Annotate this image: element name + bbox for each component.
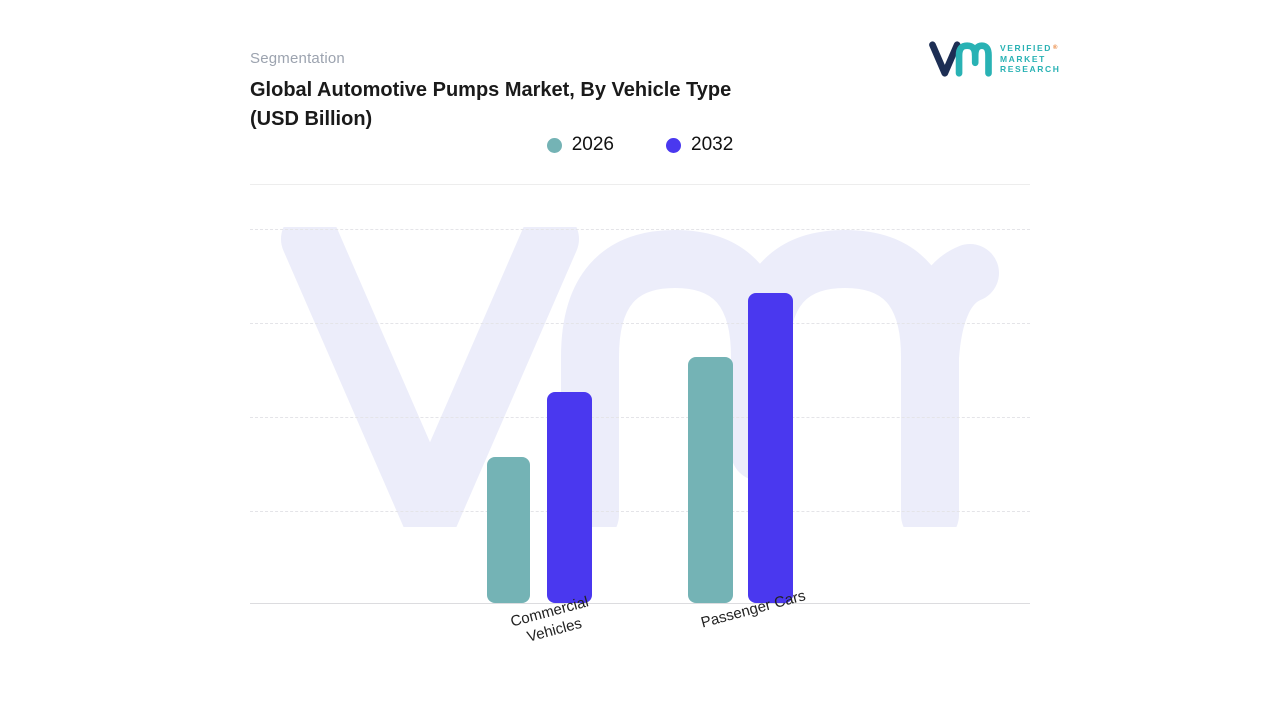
gridline xyxy=(250,323,1030,324)
registered-mark: ® xyxy=(1053,45,1060,52)
gridline xyxy=(250,511,1030,512)
chart-title: Global Automotive Pumps Market, By Vehic… xyxy=(250,76,890,134)
bar-commercial-2032 xyxy=(547,392,592,603)
legend-item-2032: 2032 xyxy=(666,134,733,156)
vmr-wordmark-line3: RESEARCH xyxy=(1000,64,1061,75)
gridline xyxy=(250,229,1030,230)
gridline xyxy=(250,417,1030,418)
legend-label-2026: 2026 xyxy=(571,134,614,155)
vmr-watermark-icon xyxy=(281,227,999,527)
chart-legend: 2026 2032 xyxy=(250,134,1030,156)
legend-item-2026: 2026 xyxy=(546,134,614,156)
vmr-logo: VERIFIED® MARKET RESEARCH xyxy=(928,40,1061,78)
vmr-logo-wordmark: VERIFIED® MARKET RESEARCH xyxy=(1000,43,1061,75)
legend-dot-2026 xyxy=(546,137,562,153)
chart-title-line1: Global Automotive Pumps Market, By Vehic… xyxy=(250,79,732,101)
bar-commercial-2026 xyxy=(487,457,530,603)
x-axis-baseline xyxy=(250,603,1030,604)
segmentation-eyebrow: Segmentation xyxy=(250,50,345,67)
vmr-wordmark-line1: VERIFIED® xyxy=(1000,43,1060,54)
vmr-logo-icon xyxy=(929,41,992,77)
vmr-wordmark-line2: MARKET xyxy=(1000,53,1046,64)
plot-area: Commercial Vehicles Passenger Cars xyxy=(250,184,1030,646)
legend-label-2032: 2032 xyxy=(691,134,734,155)
bar-passenger-2026 xyxy=(688,357,733,603)
legend-dot-2032 xyxy=(666,137,681,153)
chart-title-line2: (USD Billion) xyxy=(250,108,373,130)
bar-passenger-2032 xyxy=(748,293,793,603)
